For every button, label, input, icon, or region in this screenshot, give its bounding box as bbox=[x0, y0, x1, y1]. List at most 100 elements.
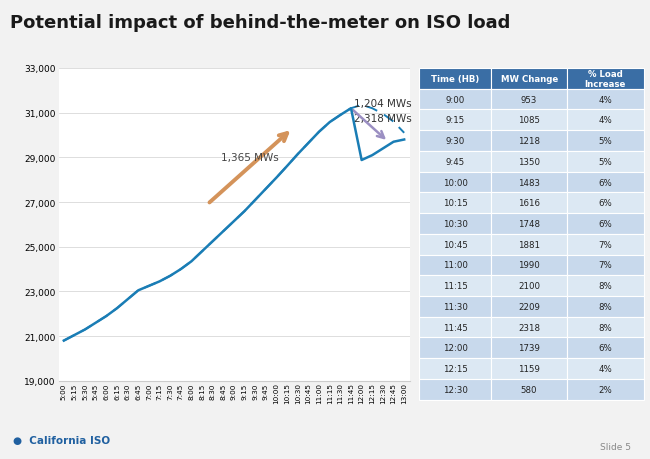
Bar bbox=[419, 255, 491, 276]
Text: 10:30: 10:30 bbox=[443, 219, 467, 229]
Text: 11:45: 11:45 bbox=[443, 323, 467, 332]
Text: 11:15: 11:15 bbox=[443, 281, 467, 291]
Bar bbox=[567, 110, 644, 131]
Bar bbox=[491, 131, 567, 151]
Text: 1,204 MWs: 1,204 MWs bbox=[354, 99, 411, 109]
Text: 1085: 1085 bbox=[518, 116, 540, 125]
Text: 1218: 1218 bbox=[518, 137, 540, 146]
Bar bbox=[567, 193, 644, 213]
Text: 2209: 2209 bbox=[518, 302, 540, 311]
Bar bbox=[567, 90, 644, 110]
Bar bbox=[567, 234, 644, 255]
Bar bbox=[419, 69, 491, 90]
Text: 7%: 7% bbox=[599, 240, 612, 249]
Bar bbox=[419, 338, 491, 358]
Text: 4%: 4% bbox=[599, 116, 612, 125]
Text: 1881: 1881 bbox=[518, 240, 540, 249]
Bar bbox=[567, 255, 644, 276]
Text: 1350: 1350 bbox=[518, 157, 540, 167]
Bar bbox=[491, 297, 567, 317]
Text: Slide 5: Slide 5 bbox=[599, 442, 630, 451]
Bar bbox=[491, 358, 567, 379]
Text: MW Change: MW Change bbox=[500, 75, 558, 84]
Bar bbox=[567, 131, 644, 151]
Text: 6%: 6% bbox=[599, 199, 612, 208]
Text: 953: 953 bbox=[521, 95, 538, 104]
Bar bbox=[491, 234, 567, 255]
Text: 5%: 5% bbox=[599, 157, 612, 167]
Bar bbox=[419, 297, 491, 317]
Text: ●  California ISO: ● California ISO bbox=[13, 435, 110, 445]
Bar bbox=[491, 276, 567, 297]
Text: 8%: 8% bbox=[599, 281, 612, 291]
Bar bbox=[491, 213, 567, 234]
Text: 6%: 6% bbox=[599, 219, 612, 229]
Text: 8%: 8% bbox=[599, 302, 612, 311]
Bar bbox=[491, 90, 567, 110]
Bar bbox=[419, 151, 491, 172]
Text: Potential impact of behind-the-meter on ISO load: Potential impact of behind-the-meter on … bbox=[10, 14, 510, 32]
Text: 1483: 1483 bbox=[518, 178, 540, 187]
Text: 9:45: 9:45 bbox=[445, 157, 465, 167]
Text: 10:00: 10:00 bbox=[443, 178, 467, 187]
Text: 7%: 7% bbox=[599, 261, 612, 270]
Bar bbox=[567, 213, 644, 234]
Text: 1739: 1739 bbox=[518, 344, 540, 353]
Bar bbox=[567, 297, 644, 317]
Text: Time (HB): Time (HB) bbox=[431, 75, 479, 84]
Bar bbox=[419, 90, 491, 110]
Bar bbox=[567, 151, 644, 172]
Text: 9:00: 9:00 bbox=[445, 95, 465, 104]
Bar bbox=[491, 172, 567, 193]
Text: 1990: 1990 bbox=[518, 261, 540, 270]
Bar bbox=[419, 172, 491, 193]
Text: 6%: 6% bbox=[599, 344, 612, 353]
Bar bbox=[491, 110, 567, 131]
Bar bbox=[567, 69, 644, 90]
Bar bbox=[567, 172, 644, 193]
Bar bbox=[567, 338, 644, 358]
Text: 12:15: 12:15 bbox=[443, 364, 467, 373]
Bar bbox=[419, 317, 491, 338]
Bar bbox=[567, 358, 644, 379]
Text: 5%: 5% bbox=[599, 137, 612, 146]
Bar bbox=[567, 379, 644, 400]
Bar bbox=[567, 317, 644, 338]
Text: 9:15: 9:15 bbox=[445, 116, 465, 125]
Text: 11:00: 11:00 bbox=[443, 261, 467, 270]
Bar bbox=[491, 193, 567, 213]
Text: 1,365 MWs: 1,365 MWs bbox=[221, 152, 279, 162]
Bar bbox=[419, 358, 491, 379]
Bar bbox=[419, 234, 491, 255]
Bar bbox=[491, 317, 567, 338]
Text: 1748: 1748 bbox=[518, 219, 540, 229]
Text: 12:00: 12:00 bbox=[443, 344, 467, 353]
Text: 2100: 2100 bbox=[518, 281, 540, 291]
Bar bbox=[419, 131, 491, 151]
Text: 9:30: 9:30 bbox=[445, 137, 465, 146]
Text: 12:30: 12:30 bbox=[443, 385, 467, 394]
Bar bbox=[567, 276, 644, 297]
Text: 1159: 1159 bbox=[518, 364, 540, 373]
Bar bbox=[419, 379, 491, 400]
Bar bbox=[419, 110, 491, 131]
Text: 10:45: 10:45 bbox=[443, 240, 467, 249]
Text: 4%: 4% bbox=[599, 95, 612, 104]
Text: 2,318 MWs: 2,318 MWs bbox=[354, 113, 411, 123]
Text: 4%: 4% bbox=[599, 364, 612, 373]
Bar bbox=[491, 379, 567, 400]
Bar bbox=[419, 276, 491, 297]
Bar bbox=[419, 213, 491, 234]
Bar bbox=[491, 69, 567, 90]
Text: 580: 580 bbox=[521, 385, 538, 394]
Bar bbox=[491, 151, 567, 172]
Text: 11:30: 11:30 bbox=[443, 302, 467, 311]
Text: 2318: 2318 bbox=[518, 323, 540, 332]
Text: 1616: 1616 bbox=[518, 199, 540, 208]
Text: % Load
Increase: % Load Increase bbox=[585, 70, 626, 89]
Bar bbox=[491, 255, 567, 276]
Text: 8%: 8% bbox=[599, 323, 612, 332]
Bar bbox=[491, 338, 567, 358]
Bar bbox=[419, 193, 491, 213]
Text: 6%: 6% bbox=[599, 178, 612, 187]
